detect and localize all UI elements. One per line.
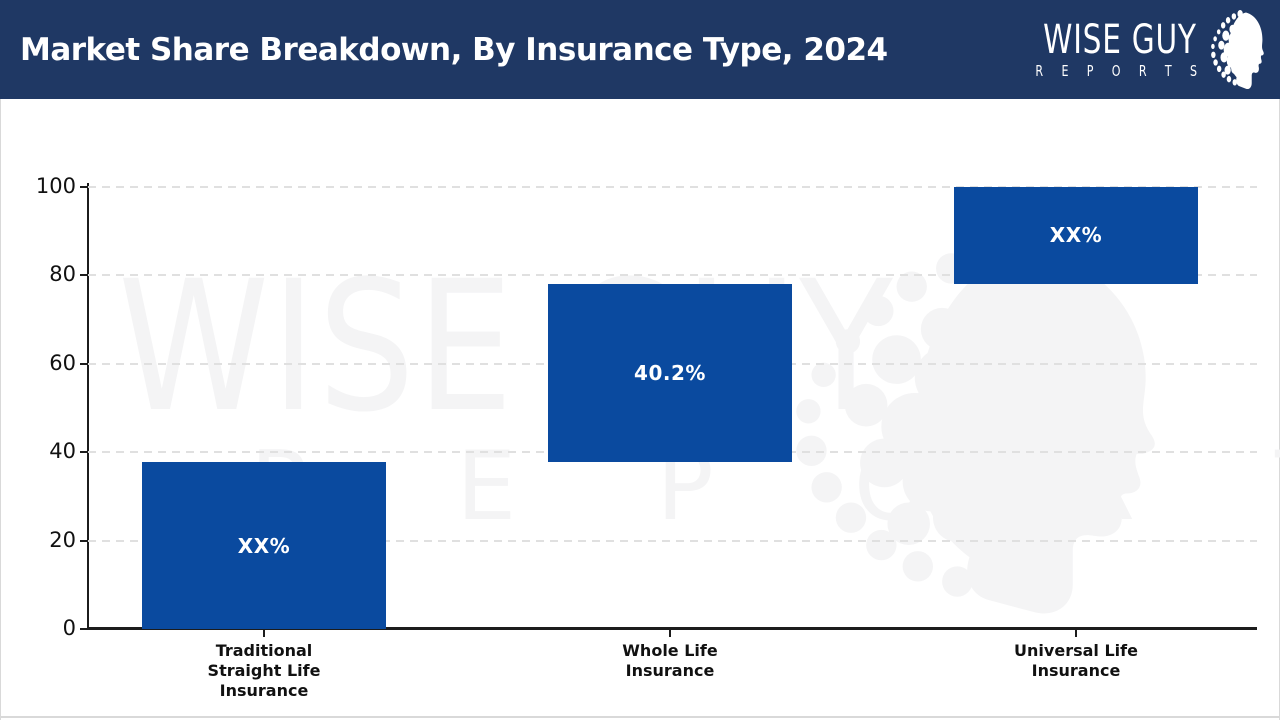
- y-tick-label-80: 80: [49, 262, 76, 286]
- page-title: Market Share Breakdown, By Insurance Typ…: [20, 31, 888, 68]
- y-tick-60: [80, 362, 88, 365]
- brand-name: WISE GUY: [1042, 16, 1197, 63]
- y-axis-line: [87, 183, 89, 629]
- y-tick-40: [80, 451, 88, 453]
- category-label-line: Insurance: [1031, 661, 1121, 680]
- category-label-1: Whole Life Insurance: [510, 641, 830, 681]
- y-tick-label-20: 20: [49, 527, 76, 552]
- bar-universal-life-insurance: XX%: [954, 186, 1198, 285]
- category-label-2: Universal Life Insurance: [916, 641, 1236, 681]
- gridline-80: [88, 274, 1257, 276]
- gridline-100: [88, 185, 1257, 188]
- y-tick-20: [80, 539, 88, 542]
- x-tick-1: [669, 629, 671, 637]
- brand-logo-text: WISE GUY R E P O R T S: [1035, 20, 1204, 80]
- category-label-line: Universal Life: [1014, 641, 1138, 660]
- category-label-0: Traditional Straight Life Insurance: [104, 641, 424, 701]
- x-axis-line: [87, 627, 1257, 630]
- y-tick-0: [80, 628, 88, 630]
- y-tick-label-40: 40: [49, 439, 76, 463]
- bar-value-label: XX%: [1049, 223, 1103, 248]
- brand-logo: WISE GUY R E P O R T S: [976, 9, 1266, 90]
- category-label-line: Traditional: [215, 641, 313, 660]
- x-tick-2: [1075, 629, 1077, 637]
- bar-value-label: 40.2%: [634, 361, 706, 386]
- bar-traditional-straight-life-insurance: XX%: [142, 462, 386, 629]
- header: Market Share Breakdown, By Insurance Typ…: [0, 0, 1280, 99]
- y-tick-label-100: 100: [35, 173, 76, 198]
- x-tick-0: [263, 629, 265, 637]
- category-label-line: Whole Life: [622, 641, 718, 660]
- bottom-divider: [0, 716, 1280, 718]
- y-tick-100: [80, 185, 88, 188]
- y-tick-label-0: 0: [62, 616, 76, 640]
- category-label-line: Insurance: [625, 661, 715, 680]
- category-label-line: Straight Life: [207, 661, 321, 680]
- y-tick-label-60: 60: [49, 350, 76, 375]
- y-tick-80: [80, 274, 88, 276]
- gridline-20: [88, 539, 1257, 542]
- bar-value-label: XX%: [237, 533, 291, 558]
- category-label-line: Insurance: [219, 681, 309, 700]
- brand-subtitle: R E P O R T S: [1034, 61, 1204, 80]
- bar-whole-life-insurance: 40.2%: [548, 284, 792, 463]
